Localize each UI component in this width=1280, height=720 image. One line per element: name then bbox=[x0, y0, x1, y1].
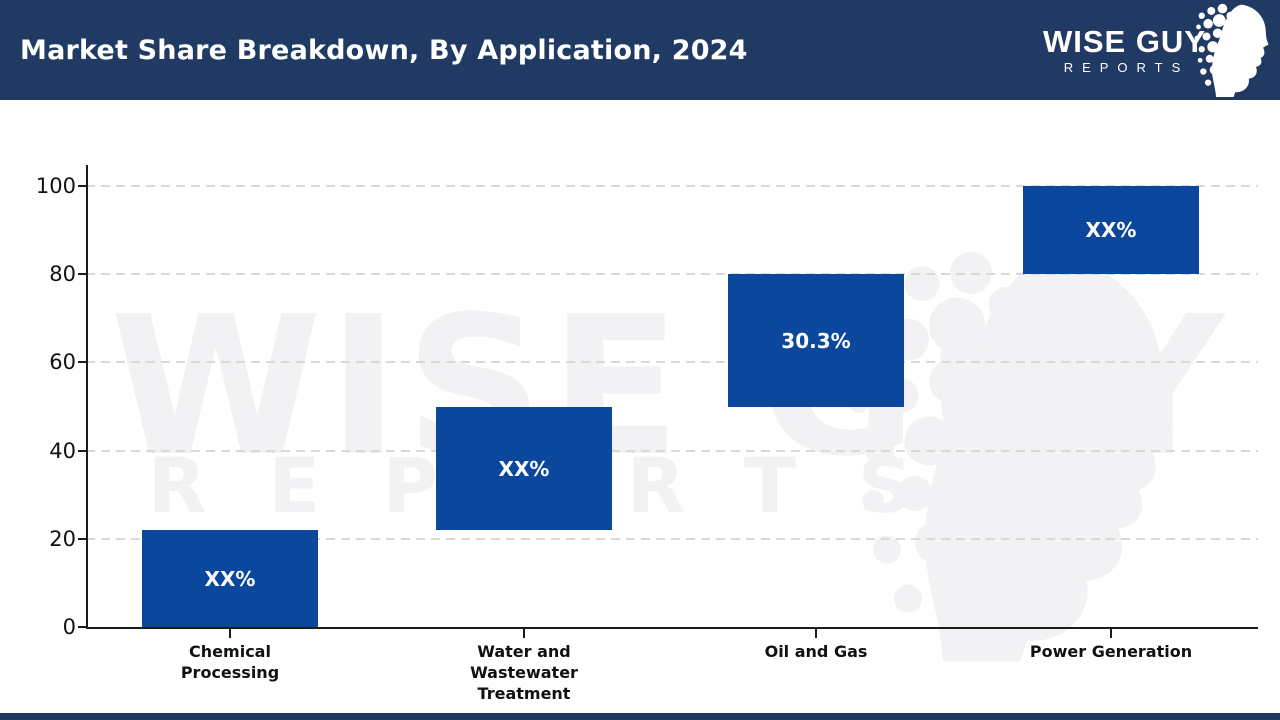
x-axis-line bbox=[86, 627, 1258, 629]
bar-chemical-processing: XX% bbox=[142, 530, 318, 627]
gridline-60 bbox=[86, 361, 1258, 363]
x-tick-label-water-and-wastewater-treatment: Water and Wastewater Treatment bbox=[470, 642, 578, 703]
wiseguy-logo-text: WISE GUY REPORTS bbox=[1043, 26, 1206, 74]
y-tick-mark-80 bbox=[78, 273, 87, 275]
bar-water-and-wastewater-treatment: XX% bbox=[436, 407, 612, 530]
y-tick-label-20: 20 bbox=[49, 527, 76, 551]
bar-value-label: XX% bbox=[204, 566, 256, 591]
gridline-80 bbox=[86, 273, 1258, 275]
bar-power-generation: XX% bbox=[1023, 186, 1199, 274]
y-tick-label-40: 40 bbox=[49, 439, 76, 463]
x-tick-label-oil-and-gas: Oil and Gas bbox=[764, 642, 868, 661]
logo-subtitle: REPORTS bbox=[1063, 60, 1190, 75]
x-tick-label-chemical-processing: Chemical Processing bbox=[180, 642, 280, 682]
gridline-100 bbox=[86, 185, 1258, 187]
x-tick-mark bbox=[229, 629, 231, 638]
footer-bar bbox=[0, 713, 1280, 720]
bar-value-label: 30.3% bbox=[781, 328, 851, 353]
y-tick-mark-0 bbox=[78, 626, 87, 628]
y-tick-label-80: 80 bbox=[49, 262, 76, 286]
gridline-20 bbox=[86, 538, 1258, 540]
x-tick-mark bbox=[1110, 629, 1112, 638]
logo-wordmark: WISE GUY bbox=[1042, 24, 1206, 59]
wiseguy-face-icon bbox=[1194, 3, 1269, 97]
bar-value-label: XX% bbox=[1085, 218, 1137, 242]
bar-value-label: XX% bbox=[498, 456, 550, 481]
y-tick-mark-20 bbox=[78, 538, 87, 540]
gridline-40 bbox=[86, 450, 1258, 452]
x-tick-mark bbox=[523, 629, 525, 638]
header-bar: Market Share Breakdown, By Application, … bbox=[0, 0, 1280, 100]
y-tick-label-0: 0 bbox=[62, 615, 76, 639]
x-tick-mark bbox=[815, 629, 817, 638]
y-axis-line bbox=[86, 165, 88, 629]
y-tick-mark-100 bbox=[78, 185, 87, 187]
x-tick-label-power-generation: Power Generation bbox=[1029, 642, 1193, 661]
y-tick-mark-60 bbox=[78, 361, 87, 363]
y-tick-label-100: 100 bbox=[35, 174, 76, 198]
page-title: Market Share Breakdown, By Application, … bbox=[20, 34, 748, 66]
y-tick-mark-40 bbox=[78, 450, 87, 452]
wiseguy-logo: WISE GUY REPORTS bbox=[1043, 0, 1272, 100]
bar-oil-and-gas: 30.3% bbox=[728, 274, 904, 407]
y-tick-label-60: 60 bbox=[49, 350, 76, 374]
